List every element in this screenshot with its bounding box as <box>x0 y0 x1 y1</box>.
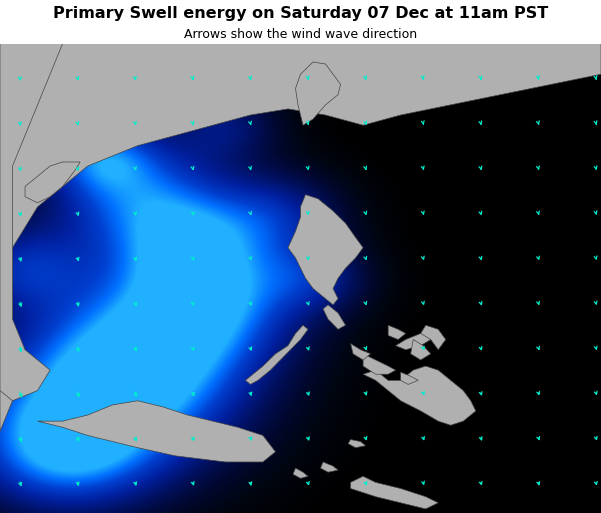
Polygon shape <box>401 372 418 384</box>
Text: Arrows show the wind wave direction: Arrows show the wind wave direction <box>184 28 417 42</box>
Polygon shape <box>25 162 80 203</box>
Polygon shape <box>421 325 446 350</box>
Polygon shape <box>363 366 476 425</box>
Polygon shape <box>0 44 601 431</box>
Polygon shape <box>0 44 63 401</box>
Polygon shape <box>348 440 365 448</box>
Polygon shape <box>296 62 341 125</box>
Polygon shape <box>350 476 438 509</box>
Polygon shape <box>363 354 395 374</box>
Polygon shape <box>37 401 275 462</box>
Polygon shape <box>288 194 363 305</box>
Polygon shape <box>410 340 431 360</box>
Polygon shape <box>323 305 346 329</box>
Text: Primary Swell energy on Saturday 07 Dec at 11am PST: Primary Swell energy on Saturday 07 Dec … <box>53 6 548 21</box>
Polygon shape <box>245 325 308 384</box>
Polygon shape <box>388 325 406 340</box>
Polygon shape <box>293 468 308 478</box>
Polygon shape <box>320 462 338 472</box>
Polygon shape <box>395 329 441 350</box>
Polygon shape <box>350 344 371 360</box>
